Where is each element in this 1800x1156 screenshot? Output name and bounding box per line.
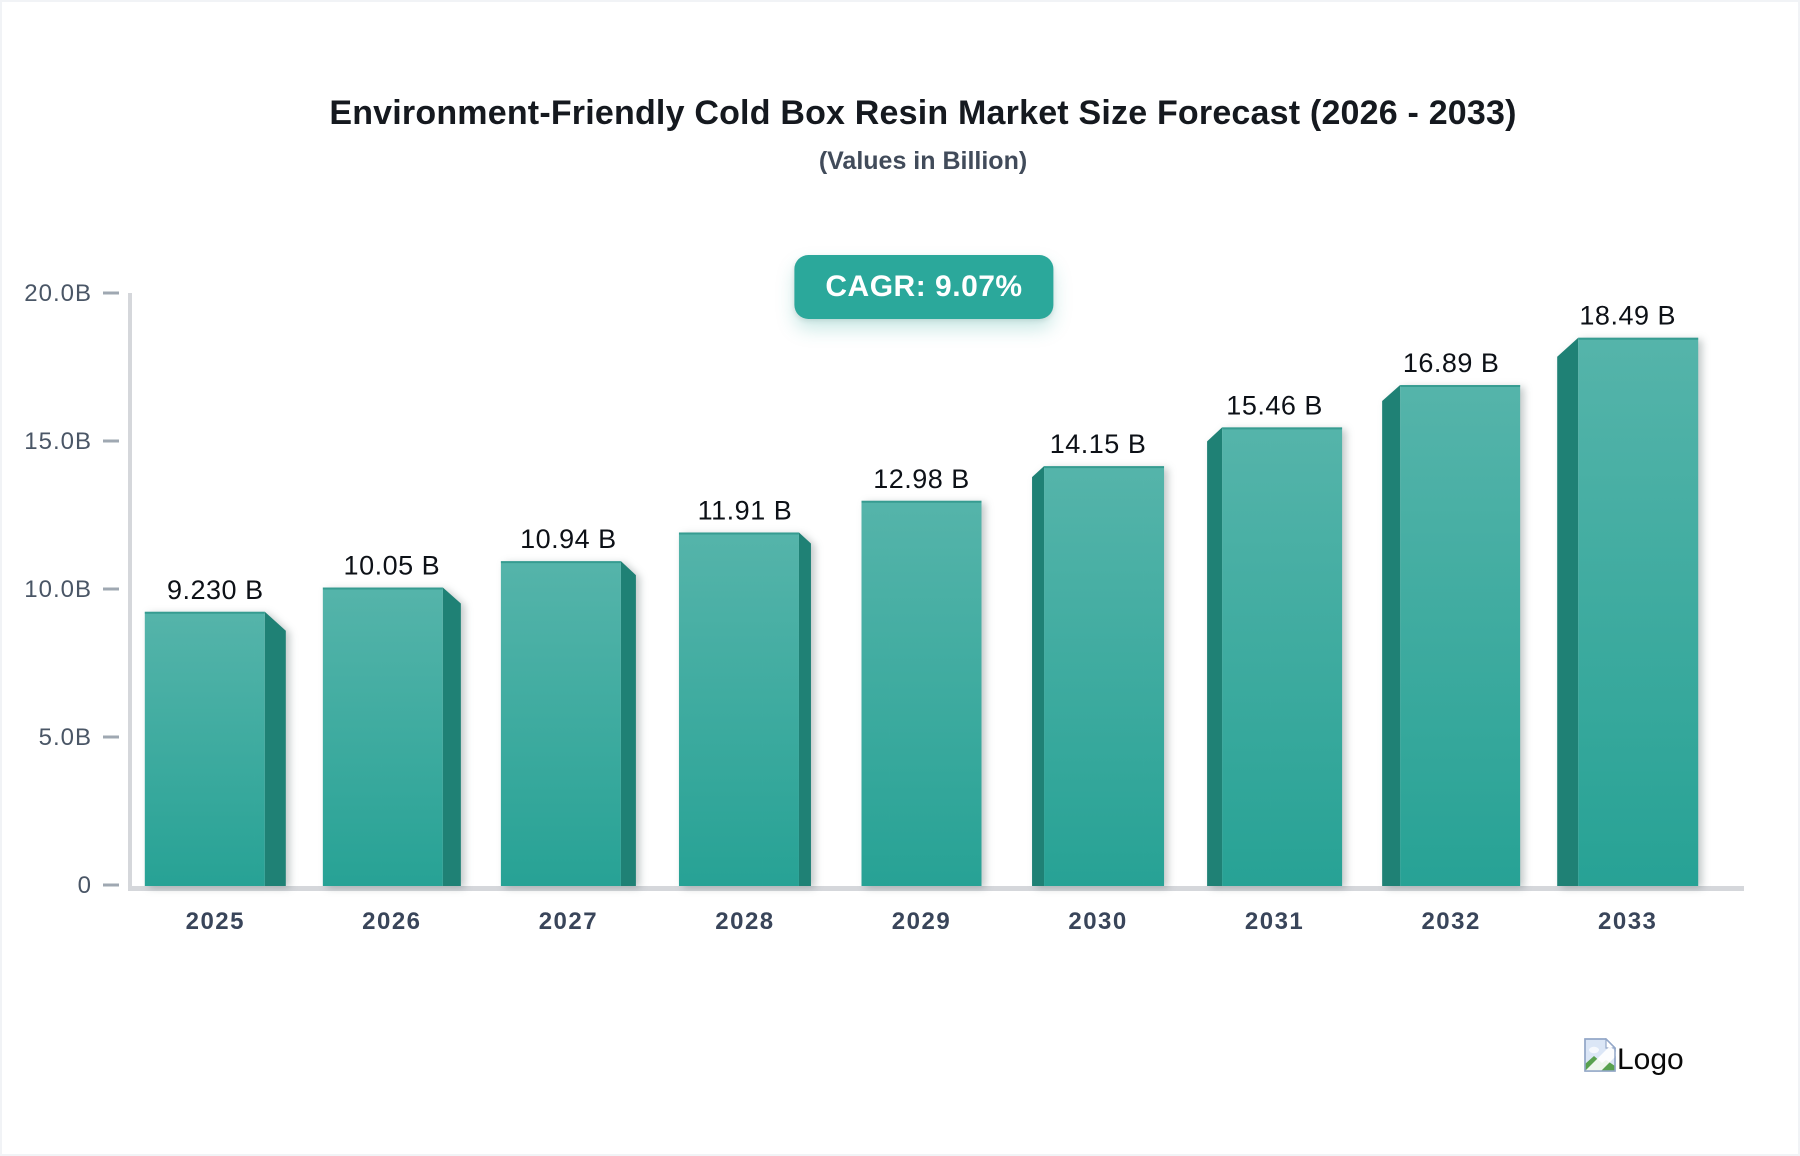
- bar-face: [1044, 466, 1165, 886]
- bar-face: [144, 611, 265, 886]
- bar-2031: [1207, 427, 1343, 886]
- x-tick-label: 2027: [539, 908, 598, 935]
- bar-side-face: [264, 611, 286, 886]
- bar-2029: [861, 500, 982, 886]
- chart-title: Environment-Friendly Cold Box Resin Mark…: [329, 94, 1517, 132]
- bar-2033: [1557, 337, 1699, 886]
- bar-2028: [678, 532, 811, 886]
- bar-side-face: [620, 561, 636, 886]
- bar-side-face: [442, 587, 461, 886]
- bar-value-label: 15.46 B: [1226, 390, 1323, 420]
- bar-value-label: 16.89 B: [1403, 348, 1500, 378]
- bar-side-face: [1207, 427, 1223, 886]
- x-tick-label: 2031: [1245, 908, 1304, 935]
- bar-face: [500, 561, 621, 886]
- y-tick-label: 10.0B: [24, 576, 92, 603]
- bar-side-face: [1382, 385, 1401, 886]
- cagr-badge: CAGR: 9.07%: [794, 255, 1054, 319]
- bar-side-face: [1032, 466, 1045, 886]
- y-tick-label: 20.0B: [24, 280, 92, 307]
- x-tick-label: 2030: [1068, 908, 1127, 935]
- logo-alt-text: Logo: [1617, 1043, 1684, 1076]
- chart-header: Environment-Friendly Cold Box Resin Mark…: [0, 94, 1800, 176]
- bar-face: [678, 532, 799, 886]
- x-axis-line: [128, 886, 1744, 891]
- bar-side-face: [1557, 337, 1579, 886]
- bar-2030: [1032, 466, 1165, 886]
- chart-subtitle: (Values in Billion): [818, 147, 1028, 175]
- bar-side-face: [798, 532, 811, 886]
- bar-face: [1222, 427, 1343, 886]
- bar-value-label: 10.05 B: [344, 551, 441, 581]
- bar-2026: [322, 587, 461, 886]
- y-tick-label: 15.0B: [24, 428, 92, 455]
- x-tick-label: 2032: [1421, 908, 1480, 935]
- bar-face: [861, 500, 982, 886]
- bar-face: [1400, 385, 1521, 886]
- bar-2027: [500, 561, 636, 886]
- bar-face: [1578, 337, 1699, 886]
- y-tick-label: 0: [78, 872, 92, 899]
- bar-value-label: 9.230 B: [167, 575, 264, 605]
- x-tick-label: 2026: [362, 908, 421, 935]
- x-tick-label: 2025: [186, 908, 245, 935]
- broken-image-icon: [1584, 1038, 1616, 1072]
- y-tick-label: 5.0B: [39, 724, 92, 751]
- bar-2025: [144, 611, 286, 886]
- logo: Logo: [1584, 1038, 1684, 1076]
- y-axis-line: [128, 293, 132, 890]
- bar-value-label: 12.98 B: [873, 464, 970, 494]
- bar-value-label: 14.15 B: [1050, 429, 1147, 459]
- bar-value-label: 11.91 B: [698, 495, 793, 525]
- bar-face: [322, 587, 443, 886]
- x-tick-label: 2033: [1598, 908, 1657, 935]
- x-tick-label: 2028: [715, 908, 774, 935]
- bar-value-label: 10.94 B: [520, 524, 617, 554]
- bar-value-label: 18.49 B: [1579, 301, 1676, 331]
- x-tick-label: 2029: [892, 908, 951, 935]
- bar-2032: [1382, 385, 1521, 886]
